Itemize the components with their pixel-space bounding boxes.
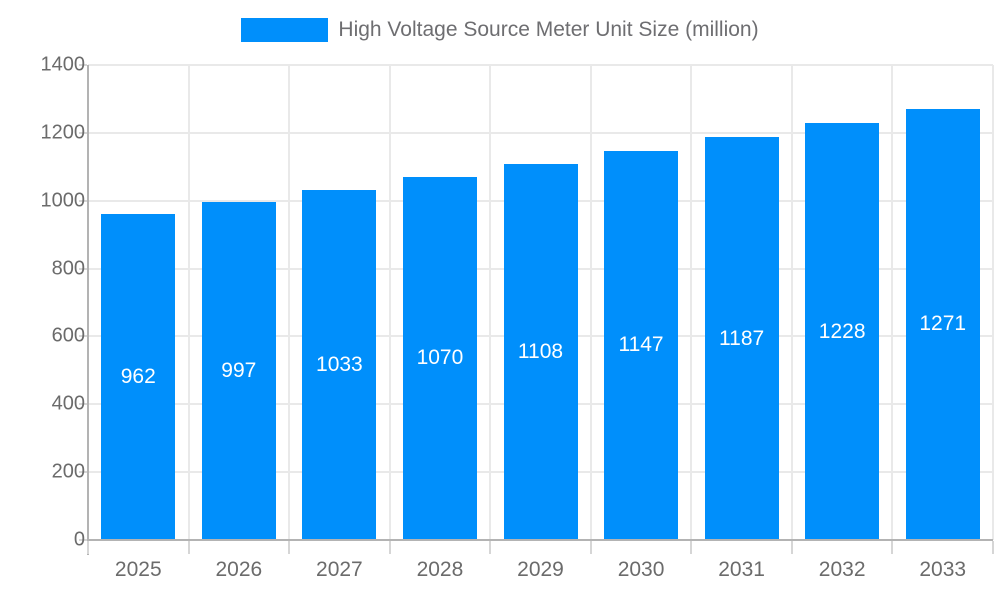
bar: 1070	[402, 176, 477, 540]
bar: 997	[201, 201, 276, 540]
bar-value-label: 1070	[416, 346, 464, 370]
bar: 962	[101, 213, 176, 540]
x-tick-mark	[489, 541, 492, 554]
x-tick-label: 2028	[416, 558, 464, 581]
y-tick-label: 200	[51, 460, 85, 483]
y-tick-mark	[79, 131, 87, 134]
y-tick-mark	[79, 471, 87, 474]
y-tick-mark	[79, 539, 87, 541]
x-axis-line	[88, 539, 993, 541]
x-tick-mark	[388, 541, 391, 554]
x-grid-line	[288, 65, 291, 540]
x-tick-mark	[690, 541, 693, 554]
x-grid-line	[489, 65, 492, 540]
bar-value-label: 997	[221, 358, 257, 382]
x-tick-label: 2030	[617, 558, 665, 581]
x-tick-label: 2027	[316, 558, 363, 581]
x-tick-label: 2032	[818, 558, 866, 581]
bar: 1108	[503, 164, 578, 540]
bar: 1033	[302, 189, 377, 540]
x-grid-line	[589, 65, 592, 540]
bar: 1271	[905, 108, 980, 540]
bar-value-label: 1271	[919, 312, 967, 336]
bar: 1187	[704, 137, 779, 540]
x-grid-line	[388, 65, 391, 540]
legend-item[interactable]: High Voltage Source Meter Unit Size (mil…	[0, 14, 1000, 46]
y-tick-mark	[79, 64, 87, 66]
bar-value-label: 962	[120, 364, 156, 388]
x-tick-mark	[992, 541, 994, 554]
x-grid-line	[891, 65, 894, 540]
x-tick-mark	[589, 541, 592, 554]
y-tick-mark	[79, 403, 87, 406]
y-grid-line	[88, 64, 993, 66]
x-tick-label: 2029	[517, 558, 564, 581]
bar-value-label: 1228	[818, 319, 866, 343]
x-grid-line	[992, 65, 994, 540]
x-tick-label: 2025	[114, 558, 162, 581]
y-tick-label: 0	[73, 528, 85, 551]
y-tick-label: 1400	[40, 53, 86, 76]
y-tick-label: 800	[51, 257, 85, 280]
y-tick-label: 1200	[40, 121, 86, 144]
bar-value-label: 1187	[719, 326, 765, 350]
x-tick-mark	[288, 541, 291, 554]
x-grid-line	[187, 65, 190, 540]
y-tick-mark	[79, 199, 87, 202]
bar-value-label: 1033	[316, 352, 363, 376]
y-tick-label: 600	[51, 324, 85, 347]
x-tick-label: 2031	[718, 558, 765, 581]
x-tick-label: 2033	[919, 558, 967, 581]
y-grid-line	[88, 131, 993, 134]
x-tick-mark	[87, 541, 89, 554]
bar: 1228	[805, 123, 880, 540]
bar-value-label: 1147	[618, 333, 664, 357]
plot-area: 962 997 1033 1070 1108 1147 1187 1228 1271	[87, 64, 994, 541]
y-tick-mark	[79, 335, 87, 338]
x-tick-mark	[790, 541, 793, 554]
legend-swatch	[241, 18, 329, 42]
y-tick-label: 1000	[40, 189, 86, 212]
y-tick-label: 400	[51, 392, 85, 415]
x-tick-label: 2026	[215, 558, 263, 581]
y-axis-line	[87, 65, 89, 555]
bar: 1147	[604, 150, 679, 540]
y-tick-mark	[79, 267, 87, 270]
bar-value-label: 1108	[517, 340, 564, 364]
x-grid-line	[690, 65, 693, 540]
x-tick-mark	[187, 541, 190, 554]
legend-label: High Voltage Source Meter Unit Size (mil…	[338, 18, 759, 41]
x-tick-mark	[891, 541, 894, 554]
x-grid-line	[790, 65, 793, 540]
